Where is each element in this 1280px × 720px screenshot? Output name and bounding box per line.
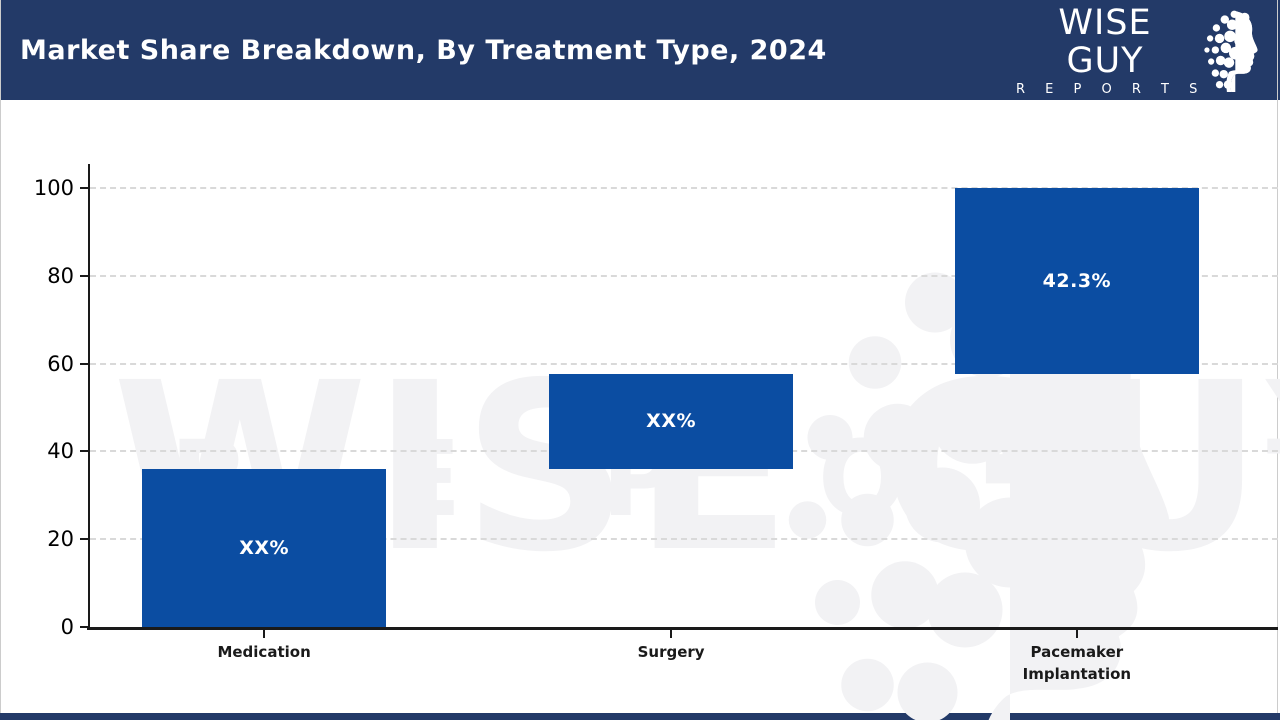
bar-value-label: XX%: [646, 410, 697, 433]
bar-value-label: XX%: [239, 536, 290, 559]
logo-subtext: R E P O R T S: [1016, 81, 1206, 97]
y-tick-label-0: 0: [60, 615, 74, 639]
x-category-label: Pacemaker Implantation: [1022, 643, 1132, 683]
bar-surgery: XX%: [549, 373, 794, 469]
y-tick-mark-0: [80, 626, 88, 628]
wise-guy-reports-logo: WISE GUY R E P O R T S: [1016, 2, 1268, 97]
header-bar: Market Share Breakdown, By Treatment Typ…: [0, 0, 1280, 100]
logo-wordmark: WISE GUY: [1058, 2, 1152, 81]
waterfall-chart: 0 20 40 60 80 100 XX% Medication XX% Surgery 42.3%…: [0, 100, 1280, 720]
y-tick-label-40: 40: [47, 439, 74, 464]
x-category-label: Surgery: [637, 643, 705, 661]
x-tick-mark: [1075, 630, 1078, 638]
gridline-y-80: [90, 274, 1278, 277]
x-category-label: Medication: [217, 643, 311, 661]
y-tick-mark-100: [80, 187, 88, 189]
y-tick-mark-80: [80, 274, 88, 277]
y-tick-mark-20: [80, 538, 88, 541]
bar-medication: XX%: [142, 468, 387, 627]
footer-bar: [0, 713, 1280, 720]
x-tick-mark: [670, 630, 673, 638]
y-tick-label-20: 20: [47, 527, 74, 552]
bar-value-label: 42.3%: [1042, 269, 1112, 292]
page-title: Market Share Breakdown, By Treatment Typ…: [20, 34, 827, 66]
y-axis-line: [88, 164, 90, 630]
logo-text: WISE GUY R E P O R T S: [1016, 2, 1206, 97]
bar-pacemaker-implantation: 42.3%: [954, 188, 1199, 374]
x-axis-line: [87, 627, 1278, 630]
y-tick-mark-40: [80, 450, 88, 453]
y-tick-mark-60: [80, 362, 88, 365]
y-tick-label-80: 80: [47, 263, 74, 288]
face-profile-icon: [1204, 10, 1258, 92]
x-tick-mark: [263, 630, 266, 638]
gridline-y-60: [90, 362, 1278, 365]
gridline-y-100: [90, 187, 1278, 189]
y-tick-label-60: 60: [47, 351, 74, 376]
gridline-y-20: [90, 538, 1278, 541]
y-tick-label-100: 100: [33, 176, 74, 200]
